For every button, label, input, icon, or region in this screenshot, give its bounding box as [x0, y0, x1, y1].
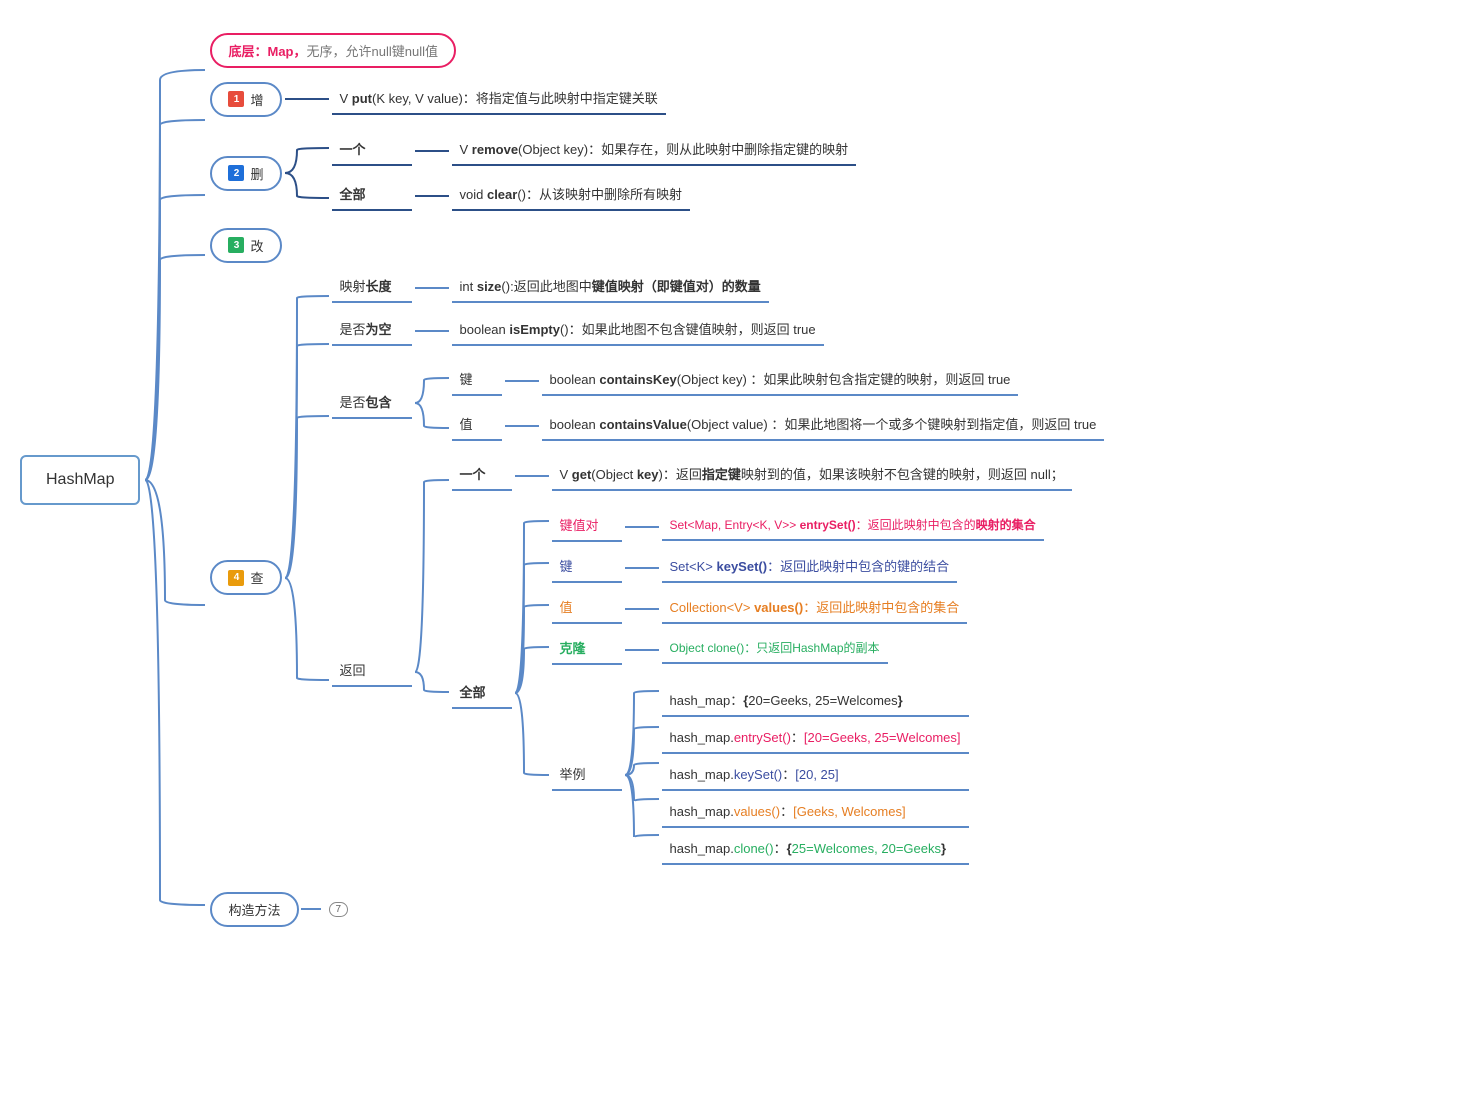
keyset-node: Set<K> keySet()：返回此映射中包含的键的结合 — [662, 552, 958, 583]
contain-node: 是否包含 — [332, 388, 412, 419]
return-node: 返回 — [332, 656, 412, 687]
key-label: 键 — [552, 552, 622, 583]
cv-label: 值 — [452, 410, 502, 441]
ex5: hash_map.clone()：{25=Welcomes, 20=Geeks} — [662, 834, 969, 865]
ck-node: boolean containsKey(Object key) ：如果此映射包含… — [542, 365, 1019, 396]
ex3: hash_map.keySet()：[20, 25] — [662, 760, 969, 791]
clone-node: Object clone()：只返回HashMap的副本 — [662, 635, 888, 664]
del-branch: 2 删 一个 V remove(Object key)：如果存在，则从此映射中删… — [210, 128, 1104, 218]
mindmap: HashMap 底层：Map，无序，允许null键null值 1 增 V put… — [20, 30, 1462, 929]
len-node: 映射长度 — [332, 272, 412, 303]
ex2: hash_map.entrySet()：[20=Geeks, 25=Welcom… — [662, 723, 969, 754]
kv-label: 键值对 — [552, 511, 622, 542]
entryset-node: Set<Map, Entry<K, V>> entrySet()：返回此映射中包… — [662, 512, 1044, 541]
query-node[interactable]: 4 查 — [210, 560, 281, 595]
size-node: int size():返回此地图中键值映射（即键值对）的数量 — [452, 272, 769, 303]
get-node: V get(Object key)：返回指定键映射到的值，如果该映射不包含键的映… — [552, 460, 1072, 491]
put-node: V put(K key, V value)：将指定值与此映射中指定键关联 — [332, 84, 666, 115]
add-node[interactable]: 1 增 — [210, 82, 281, 117]
del-one: 一个 — [332, 135, 412, 166]
example-label: 举例 — [552, 760, 622, 791]
ret-one: 一个 — [452, 460, 512, 491]
ex4: hash_map.values()：[Geeks, Welcomes] — [662, 797, 969, 828]
clone-label: 克隆 — [552, 634, 622, 665]
badge-2: 2 — [228, 165, 244, 181]
clear-node: void clear()：从该映射中删除所有映射 — [452, 180, 691, 211]
isempty-node: boolean isEmpty()：如果此地图不包含键值映射，则返回 true — [452, 315, 824, 346]
ex1: hash_map：{20=Geeks, 25=Welcomes} — [662, 686, 969, 717]
cv-node: boolean containsValue(Object value) ：如果此… — [542, 410, 1105, 441]
root-connector — [140, 50, 210, 910]
empty-node: 是否为空 — [332, 315, 412, 346]
ctor-branch: 构造方法 7 — [210, 889, 1104, 929]
ctor-count-badge: 7 — [329, 902, 349, 917]
del-all: 全部 — [332, 180, 412, 211]
badge-3: 3 — [228, 237, 244, 253]
val-label: 值 — [552, 593, 622, 624]
remove-node: V remove(Object key)：如果存在，则从此映射中删除指定键的映射 — [452, 135, 857, 166]
base-node[interactable]: 底层：Map，无序，允许null键null值 — [210, 33, 456, 68]
query-branch: 4 查 映射长度 int size():返回此地图中键值映射（即键值对）的数量 — [210, 272, 1104, 883]
mod-branch: 3 改 — [210, 224, 1104, 266]
add-branch: 1 增 V put(K key, V value)：将指定值与此映射中指定键关联 — [210, 76, 1104, 122]
del-node[interactable]: 2 删 — [210, 156, 281, 191]
badge-1: 1 — [228, 91, 244, 107]
mod-node[interactable]: 3 改 — [210, 228, 281, 263]
ret-all: 全部 — [452, 678, 512, 709]
ctor-node[interactable]: 构造方法 — [210, 892, 298, 927]
root-node[interactable]: HashMap — [20, 455, 140, 505]
badge-4: 4 — [228, 570, 244, 586]
ck-label: 键 — [452, 365, 502, 396]
values-node: Collection<V> values()：返回此映射中包含的集合 — [662, 593, 968, 624]
base-branch: 底层：Map，无序，允许null键null值 — [210, 30, 1104, 70]
